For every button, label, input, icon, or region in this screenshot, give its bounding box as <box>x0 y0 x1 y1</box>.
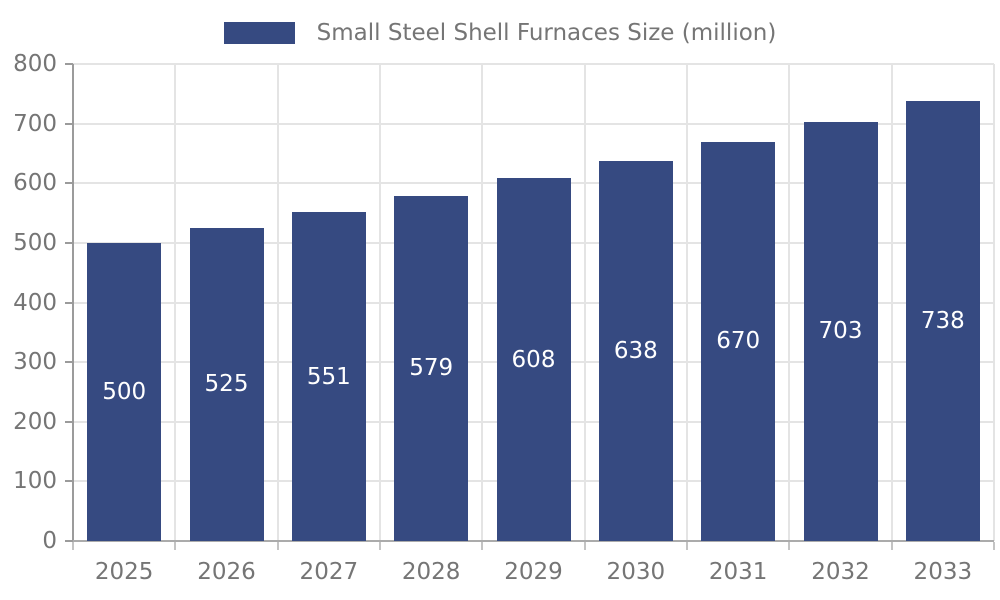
x-gridline <box>174 64 177 541</box>
bar-2031[interactable] <box>701 141 776 541</box>
y-axis-label: 800 <box>13 51 57 77</box>
y-axis-label: 400 <box>13 289 57 316</box>
legend-swatch <box>223 22 295 44</box>
x-axis-tick <box>276 542 279 550</box>
x-gridline <box>379 64 381 541</box>
legend-label: Small Steel Shell Furnaces Size (million… <box>316 20 777 46</box>
x-axis-tick <box>686 542 688 550</box>
bar-2032[interactable] <box>803 121 878 541</box>
x-axis-label: 2029 <box>504 559 563 585</box>
bar-2030[interactable] <box>598 160 673 541</box>
y-axis-tick <box>65 361 73 364</box>
x-axis-tick <box>993 542 995 550</box>
x-axis-tick <box>72 542 74 550</box>
y-axis-tick <box>65 420 73 423</box>
y-axis-tick <box>65 122 73 125</box>
x-axis-tick <box>174 542 177 550</box>
bar-value-label: 608 <box>511 346 556 373</box>
x-gridline <box>481 64 484 541</box>
bar-value-label: 525 <box>204 371 249 398</box>
y-axis-tick <box>65 540 73 542</box>
x-gridline <box>276 64 279 541</box>
y-axis-label: 100 <box>13 468 57 495</box>
y-axis-tick <box>65 480 73 483</box>
x-axis-label: 2032 <box>811 559 870 585</box>
y-axis-label: 0 <box>42 528 57 554</box>
bar-2026[interactable] <box>189 227 264 541</box>
bar-value-label: 738 <box>920 307 965 334</box>
x-axis-tick <box>890 542 893 550</box>
x-axis-label: 2026 <box>197 559 256 585</box>
x-axis-label: 2033 <box>913 559 973 585</box>
y-axis-tick <box>65 301 73 304</box>
y-axis-label: 300 <box>13 349 57 376</box>
y-axis-tick <box>65 182 73 185</box>
bar-2028[interactable] <box>394 195 469 541</box>
x-axis-line <box>73 540 994 542</box>
y-axis-label: 700 <box>13 110 57 137</box>
x-axis-label: 2028 <box>401 559 461 585</box>
bar-2027[interactable] <box>291 212 366 541</box>
x-axis-label: 2031 <box>708 559 768 585</box>
y-gridline <box>73 63 994 65</box>
x-gridline <box>583 64 586 541</box>
y-axis-tick <box>65 241 73 244</box>
legend-item[interactable]: Small Steel Shell Furnaces Size (million… <box>0 20 1000 46</box>
x-axis-label: 2025 <box>94 559 154 585</box>
x-axis-label: 2027 <box>299 559 359 585</box>
x-gridline <box>686 64 688 541</box>
x-gridline <box>993 64 995 541</box>
bar-2033[interactable] <box>905 100 980 541</box>
y-axis-line <box>72 64 74 541</box>
x-gridline <box>788 64 791 541</box>
bar-value-label: 500 <box>102 378 147 405</box>
bar-value-label: 638 <box>613 337 658 364</box>
x-axis-tick <box>379 542 381 550</box>
x-axis-tick <box>481 542 484 550</box>
bar-2029[interactable] <box>496 178 571 541</box>
y-axis-label: 500 <box>13 229 57 256</box>
y-gridline <box>73 122 994 125</box>
x-axis-tick <box>583 542 586 550</box>
x-axis-tick <box>788 542 791 550</box>
bar-value-label: 703 <box>818 318 863 345</box>
x-gridline <box>890 64 893 541</box>
y-axis-label: 200 <box>13 408 57 435</box>
bar-2025[interactable] <box>87 242 162 541</box>
bar-value-label: 551 <box>306 363 351 390</box>
bar-value-label: 579 <box>409 355 454 382</box>
x-axis-label: 2030 <box>606 559 666 585</box>
bar-value-label: 670 <box>716 328 761 355</box>
y-axis-label: 600 <box>13 170 57 197</box>
y-axis-tick <box>65 63 73 65</box>
